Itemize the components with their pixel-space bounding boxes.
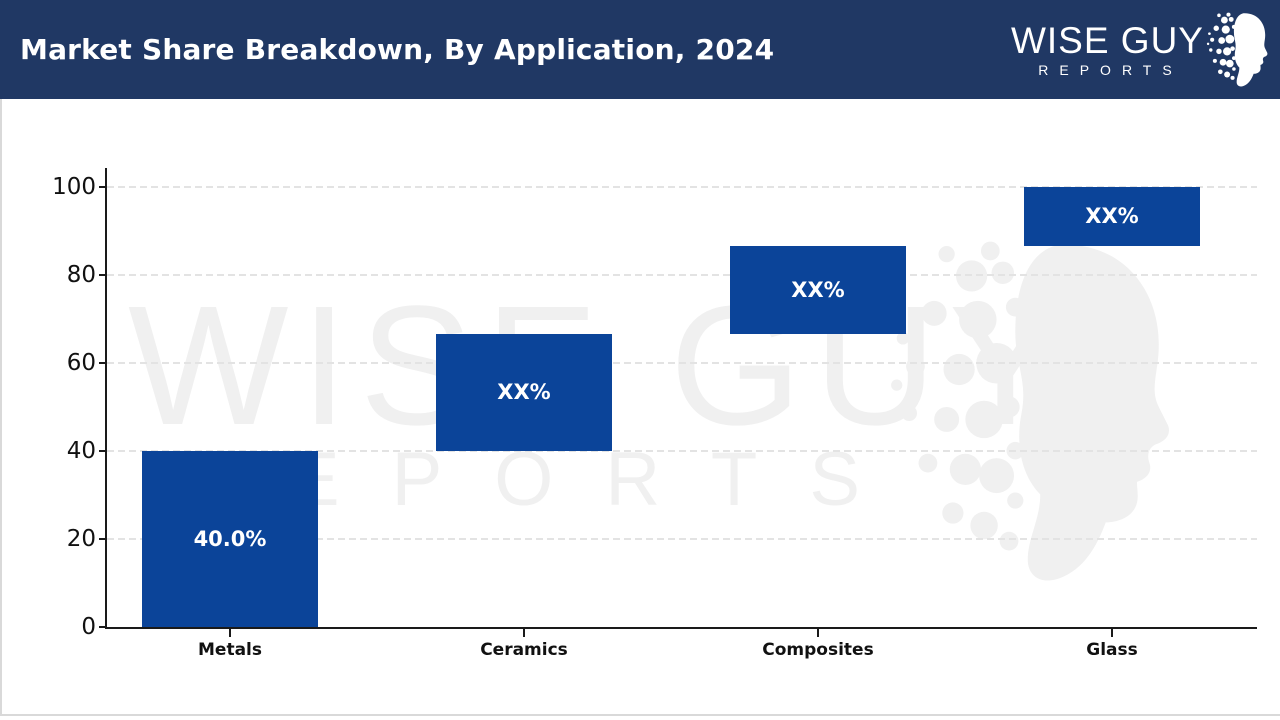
y-tick-label-40: 40 <box>66 438 96 464</box>
logo-face-icon <box>1204 8 1272 92</box>
x-tick-mark-glass <box>1111 629 1113 637</box>
x-tick-mark-metals <box>229 629 231 637</box>
chart-title: Market Share Breakdown, By Application, … <box>20 33 775 66</box>
logo-reports-label: REPORTS <box>1038 61 1183 78</box>
bar-glass: XX% <box>1024 187 1200 246</box>
x-tick-label-glass: Glass <box>1086 640 1138 660</box>
y-tick-mark-60 <box>99 362 107 364</box>
x-tick-label-composites: Composites <box>762 640 874 660</box>
y-tick-mark-80 <box>99 274 107 276</box>
logo-wise-guy-label: WISE GUY <box>1010 19 1204 61</box>
header-bar: Market Share Breakdown, By Application, … <box>0 0 1280 99</box>
x-axis-spine <box>105 627 1257 629</box>
x-tick-mark-composites <box>817 629 819 637</box>
bar-metals: 40.0% <box>142 451 318 627</box>
y-tick-mark-20 <box>99 538 107 540</box>
bar-value-label-composites: XX% <box>791 277 845 302</box>
bar-ceramics: XX% <box>436 333 612 451</box>
gridline-20 <box>107 538 1257 540</box>
logo-text: WISE GUY REPORTS <box>1011 22 1204 78</box>
y-tick-mark-100 <box>99 186 107 188</box>
y-axis-spine <box>105 168 107 629</box>
wise-guy-reports-logo: WISE GUY REPORTS <box>1011 0 1272 99</box>
x-tick-mark-ceramics <box>523 629 525 637</box>
y-tick-label-60: 60 <box>66 350 96 376</box>
y-tick-label-100: 100 <box>52 174 96 200</box>
gridline-60 <box>107 362 1257 364</box>
y-tick-label-20: 20 <box>66 526 96 552</box>
watermark-face-logo <box>878 226 1190 600</box>
x-tick-label-metals: Metals <box>198 640 262 660</box>
x-tick-label-ceramics: Ceramics <box>480 640 568 660</box>
y-tick-label-0: 0 <box>81 614 96 640</box>
bar-composites: XX% <box>730 245 906 334</box>
gridline-100 <box>107 186 1257 188</box>
bar-value-label-glass: XX% <box>1085 204 1139 229</box>
bar-value-label-ceramics: XX% <box>497 380 551 405</box>
y-tick-mark-40 <box>99 450 107 452</box>
gridline-40 <box>107 450 1257 452</box>
bar-value-label-metals: 40.0% <box>193 527 267 551</box>
y-tick-mark-0 <box>99 626 107 628</box>
gridline-80 <box>107 274 1257 276</box>
y-tick-label-80: 80 <box>66 262 96 288</box>
